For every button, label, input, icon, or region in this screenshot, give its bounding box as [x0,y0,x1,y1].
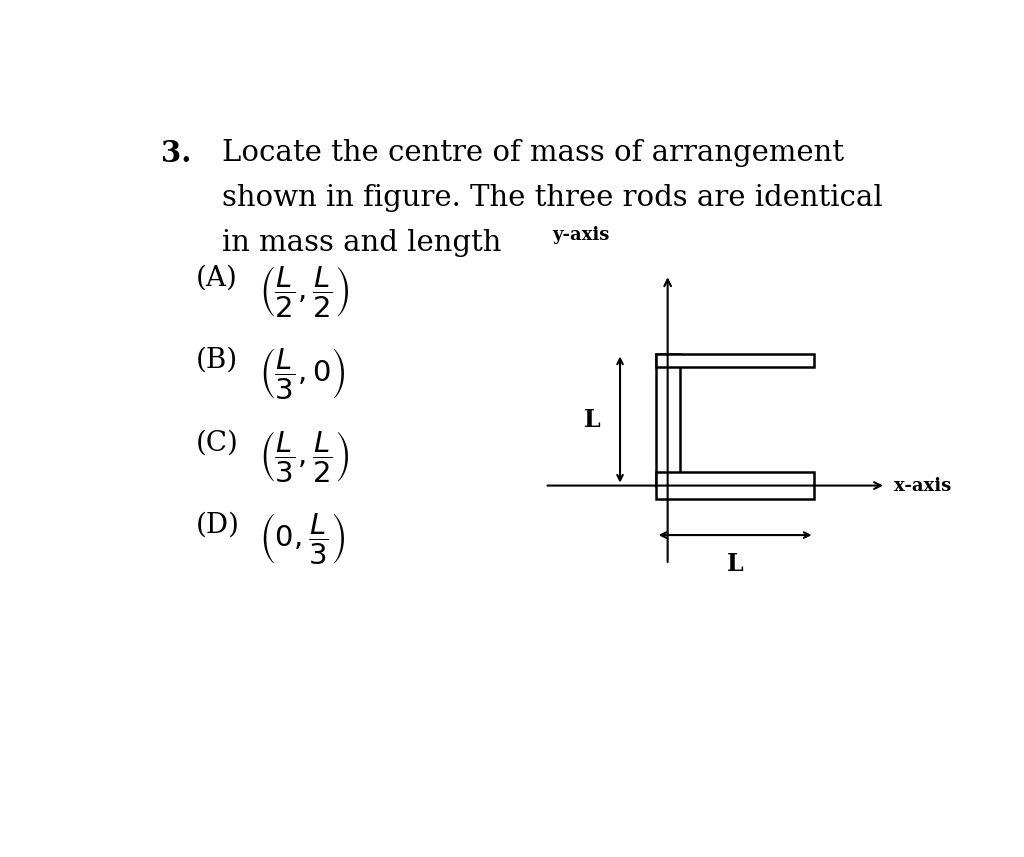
Text: (B): (B) [196,347,238,374]
Text: L: L [727,552,743,576]
Text: L: L [584,408,600,432]
Text: (D): (D) [196,512,240,539]
Text: 3.: 3. [162,139,191,168]
Bar [655,354,814,367]
Text: shown in figure. The three rods are identical: shown in figure. The three rods are iden… [221,184,883,212]
Bar [655,354,680,486]
Text: $\left(\dfrac{L}{3},0\right)$: $\left(\dfrac{L}{3},0\right)$ [259,347,345,402]
Text: (C): (C) [196,429,239,457]
Text: (A): (A) [196,265,238,291]
Text: $\left(0,\dfrac{L}{3}\right)$: $\left(0,\dfrac{L}{3}\right)$ [259,512,345,567]
Text: Locate the centre of mass of arrangement: Locate the centre of mass of arrangement [221,139,844,167]
Text: $\left(\dfrac{L}{2},\dfrac{L}{2}\right)$: $\left(\dfrac{L}{2},\dfrac{L}{2}\right)$ [259,265,349,320]
Bar [655,472,814,499]
Text: y-axis: y-axis [553,225,610,243]
Text: $\left(\dfrac{L}{3},\dfrac{L}{2}\right)$: $\left(\dfrac{L}{3},\dfrac{L}{2}\right)$ [259,429,349,484]
Text: x-axis: x-axis [894,476,951,494]
Text: in mass and length: in mass and length [221,229,501,257]
